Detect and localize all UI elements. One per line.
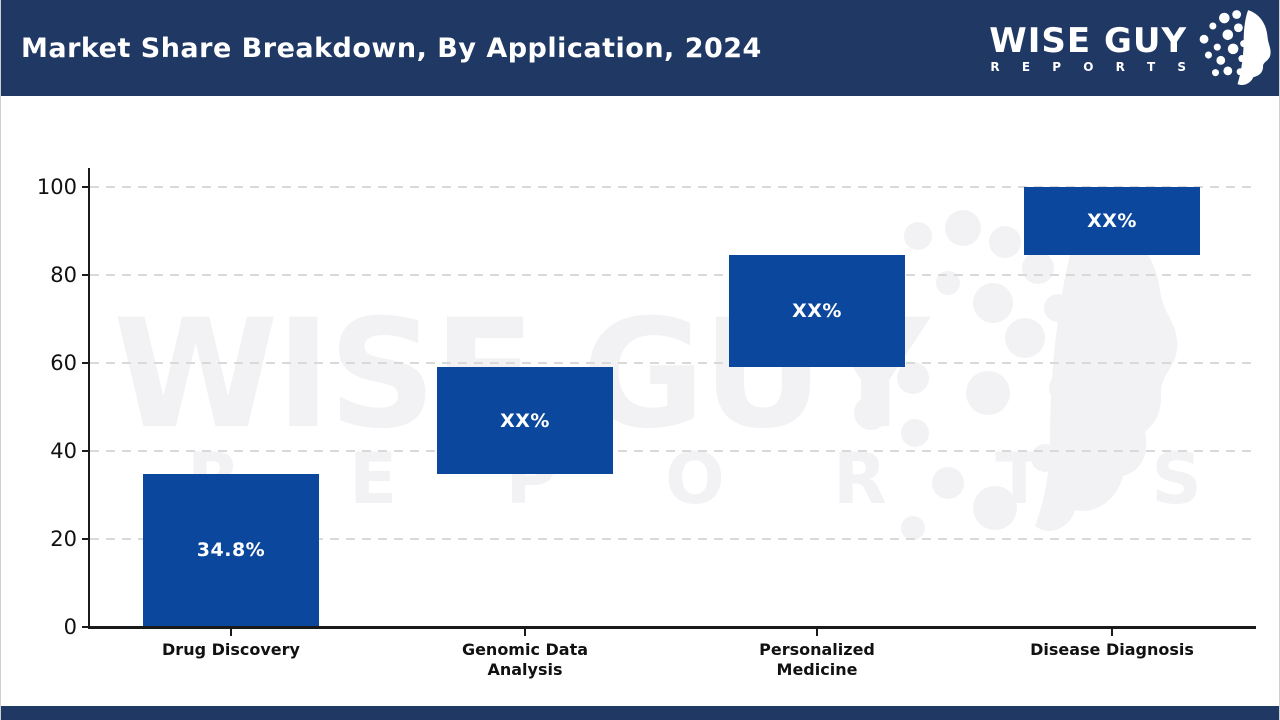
logo-wordmark: WISE GUY [989,20,1188,61]
y-tick-label-100: 100 [36,175,77,199]
bar-drug-discovery: 34.8% [143,473,319,627]
y-tick-label-60: 60 [50,351,77,375]
x-tick-1 [524,629,526,636]
y-tick-20 [82,538,89,540]
watermark-head-dots [854,208,1178,540]
x-category-label-2: Personalized Medicine [759,640,875,679]
bar-value-label: XX% [1087,210,1137,233]
logo-head-dots-icon [1199,10,1271,86]
x-tick-0 [230,629,232,636]
y-tick-80 [82,274,89,276]
x-category-label-1: Genomic Data Analysis [461,640,589,679]
x-tick-2 [816,629,818,636]
y-tick-60 [82,362,89,364]
x-tick-3 [1111,629,1113,636]
bar-personalized-medicine: XX% [729,255,905,368]
y-tick-label-40: 40 [50,439,77,463]
y-axis-line [88,168,90,629]
y-tick-100 [82,186,89,188]
bar-disease-diagnosis: XX% [1024,187,1200,256]
page-title: Market Share Breakdown, By Application, … [21,32,762,64]
bar-genomic-data-analysis: XX% [437,367,613,474]
y-tick-label-20: 20 [50,527,77,551]
x-axis-line [88,626,1256,629]
logo-subtitle: R E P O R T S [990,59,1195,74]
bar-value-label: XX% [500,409,550,432]
x-category-label-3: Disease Diagnosis [1030,640,1194,659]
y-tick-label-80: 80 [50,263,77,287]
y-tick-0 [82,626,89,628]
gridline-20 [90,538,1256,540]
wise-guy-reports-logo: WISE GUY R E P O R T S [981,6,1271,90]
footer-band [1,706,1279,720]
logo-text: WISE GUY R E P O R T S [981,23,1195,74]
gridline-80 [90,274,1256,276]
bar-value-label: 34.8% [196,539,266,562]
bar-value-label: XX% [792,300,842,323]
gridline-40 [90,450,1256,452]
gridline-100 [90,186,1256,188]
y-tick-label-0: 0 [63,615,77,639]
header-band: Market Share Breakdown, By Application, … [1,0,1279,96]
x-category-label-0: Drug Discovery [162,640,300,659]
gridline-60 [90,362,1256,364]
y-tick-40 [82,450,89,452]
